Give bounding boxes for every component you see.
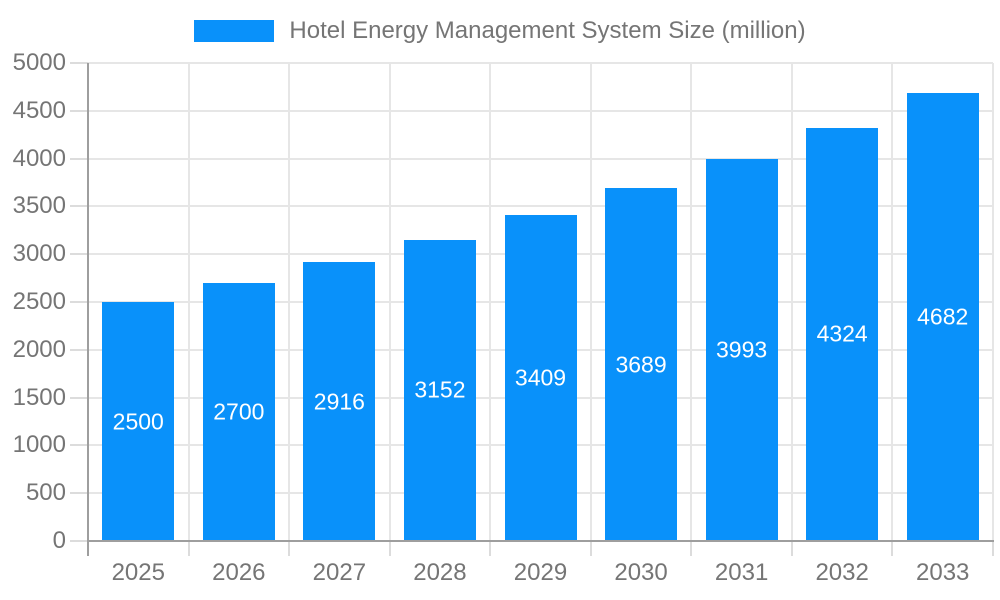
y-axis-tick <box>70 301 88 303</box>
y-axis-tick <box>70 157 88 160</box>
y-tick-label: 5000 <box>12 49 66 76</box>
x-gridline <box>589 63 592 541</box>
x-axis-line <box>87 540 994 542</box>
bar-value-label: 3689 <box>615 351 667 378</box>
y-tick-label: 1500 <box>12 383 66 411</box>
legend-swatch[interactable] <box>194 20 275 42</box>
x-gridline <box>891 63 894 541</box>
y-tick-label: 2000 <box>12 335 66 363</box>
x-tick-label: 2025 <box>111 559 165 586</box>
y-tick-label: 4000 <box>12 144 66 172</box>
x-axis-tick <box>891 541 894 556</box>
y-tick-label: 0 <box>52 527 66 554</box>
bar-value-label: 4682 <box>917 303 969 330</box>
x-gridline <box>388 63 391 541</box>
x-tick-label: 2031 <box>714 559 769 586</box>
bar[interactable]: 4682 <box>906 93 979 541</box>
legend[interactable]: Hotel Energy Management System Size (mil… <box>0 14 1000 48</box>
bar-value-label: 2916 <box>313 388 365 415</box>
bar[interactable]: 3689 <box>605 188 678 541</box>
y-axis-tick <box>70 492 88 495</box>
x-axis-tick <box>489 541 492 556</box>
bar-value-label: 3409 <box>514 364 567 391</box>
y-axis-tick <box>70 205 88 208</box>
bar[interactable]: 2916 <box>303 262 376 541</box>
y-axis-tick <box>70 396 88 399</box>
x-tick-label: 2029 <box>513 559 568 586</box>
y-tick-label: 4500 <box>12 96 66 124</box>
y-tick-label: 2500 <box>12 288 66 315</box>
x-gridline <box>992 63 994 541</box>
x-tick-label: 2027 <box>312 559 367 586</box>
x-gridline <box>489 63 492 541</box>
bar[interactable]: 3152 <box>403 239 476 541</box>
bar[interactable]: 3409 <box>504 215 577 541</box>
y-axis-tick <box>70 348 88 351</box>
legend-label[interactable]: Hotel Energy Management System Size (mil… <box>289 17 806 44</box>
x-axis-tick <box>992 541 994 556</box>
bar[interactable]: 2700 <box>202 282 275 541</box>
y-tick-label: 500 <box>25 479 66 507</box>
x-axis-tick <box>589 541 592 556</box>
x-gridline <box>790 63 793 541</box>
x-axis-tick <box>187 541 190 556</box>
bar[interactable]: 3993 <box>705 159 778 541</box>
y-axis-tick <box>70 444 88 447</box>
x-gridline <box>690 63 693 541</box>
bar-value-label: 3152 <box>414 376 466 403</box>
y-tick-label: 3500 <box>12 192 66 220</box>
x-axis-tick <box>790 541 793 556</box>
y-gridline <box>88 62 993 64</box>
y-gridline <box>88 157 993 160</box>
y-axis-tick <box>70 253 88 256</box>
y-gridline <box>88 109 993 112</box>
bar-value-label: 2500 <box>112 408 164 434</box>
bar[interactable]: 2500 <box>102 302 175 541</box>
bar-value-label: 3993 <box>716 336 768 363</box>
y-axis-tick <box>70 540 88 542</box>
x-axis-tick <box>388 541 391 556</box>
x-gridline <box>187 63 190 541</box>
y-axis-line <box>87 63 89 556</box>
y-axis-tick <box>70 109 88 112</box>
x-axis-tick <box>288 541 291 556</box>
bar-value-label: 4324 <box>816 320 868 347</box>
y-tick-label: 1000 <box>12 431 66 459</box>
x-tick-label: 2030 <box>614 559 668 586</box>
x-tick-label: 2026 <box>212 559 266 586</box>
bar[interactable]: 4324 <box>806 127 879 541</box>
y-axis-tick <box>70 62 88 64</box>
x-tick-label: 2033 <box>916 559 970 586</box>
x-axis-tick <box>690 541 693 556</box>
y-tick-label: 3000 <box>12 240 66 268</box>
y-gridline <box>88 205 993 208</box>
x-tick-label: 2028 <box>413 559 467 586</box>
x-gridline <box>288 63 291 541</box>
bar-value-label: 2700 <box>213 398 265 425</box>
x-tick-label: 2032 <box>815 559 869 586</box>
